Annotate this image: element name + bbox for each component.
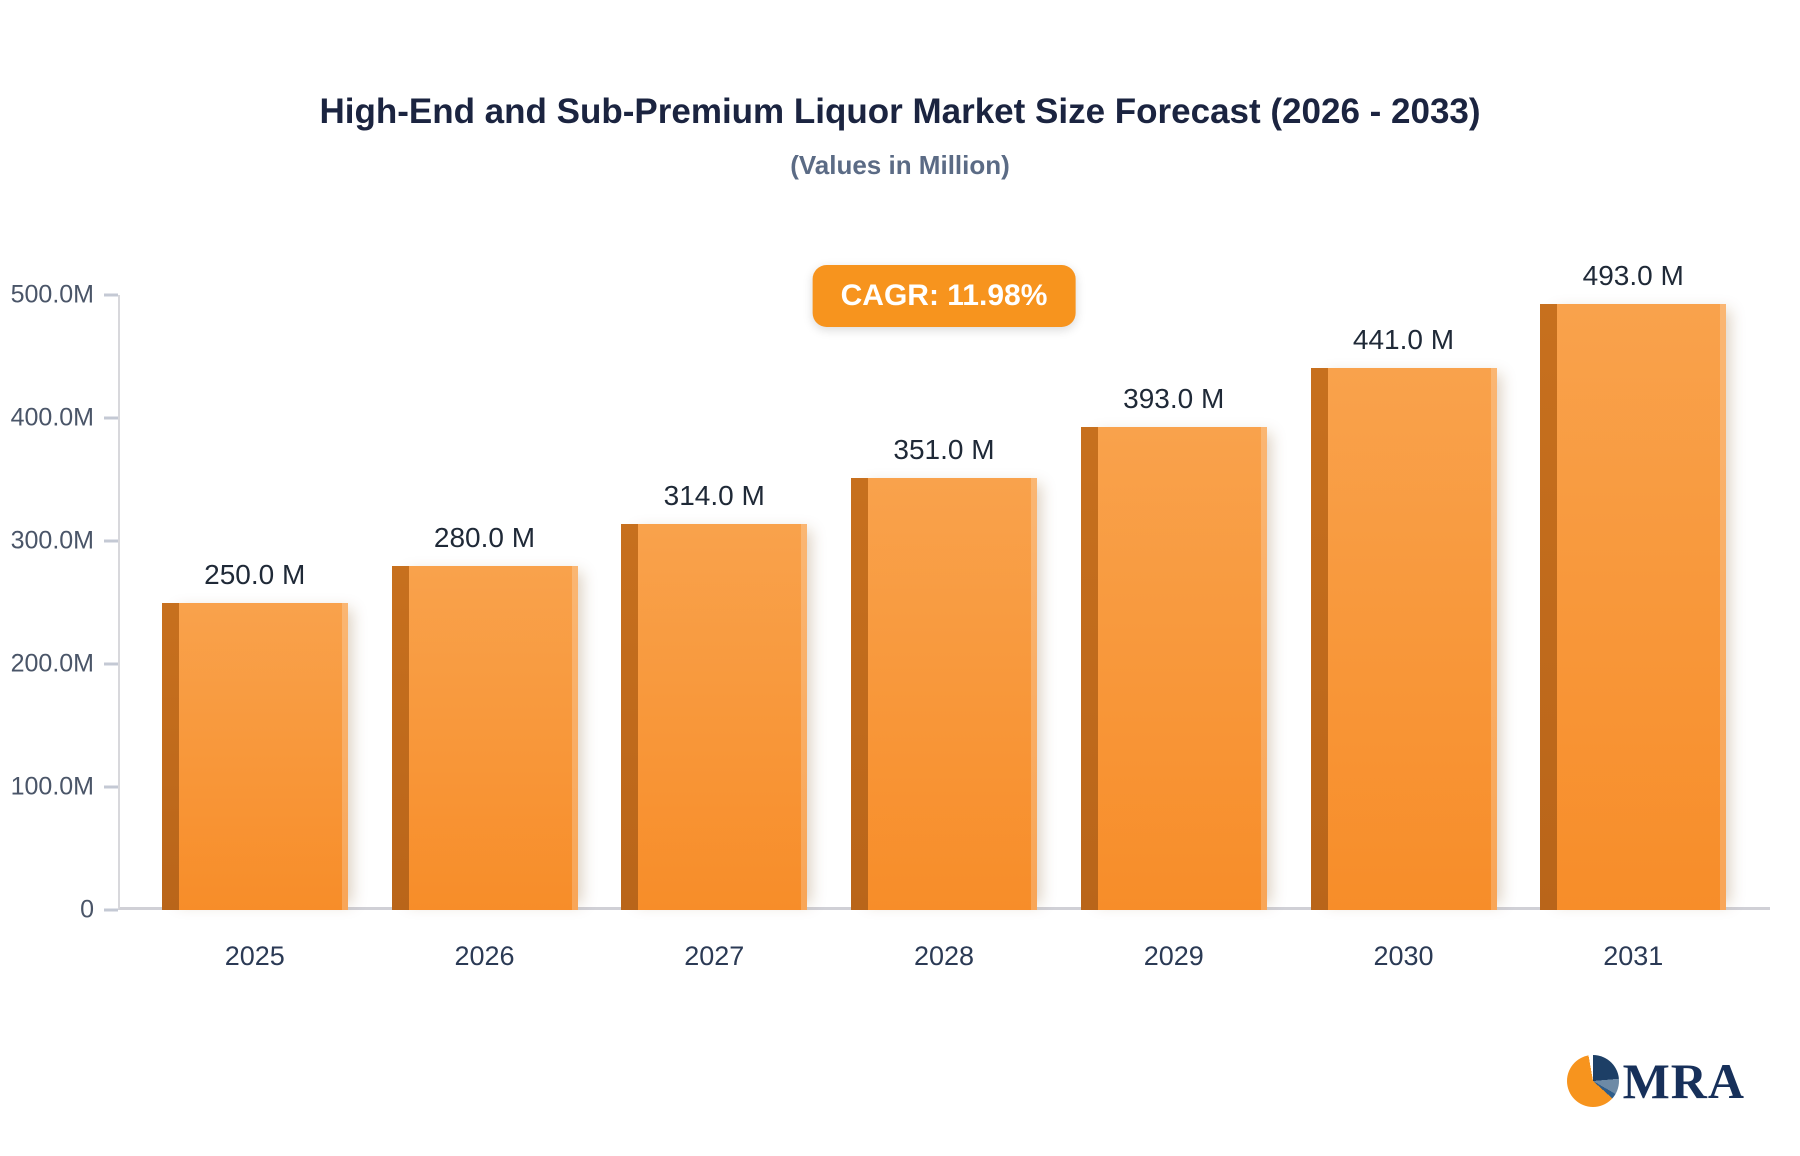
x-axis-label: 2029 xyxy=(1143,941,1204,971)
y-tick: 400.0M xyxy=(11,404,118,433)
y-tick-label: 100.0M xyxy=(10,772,94,801)
bar xyxy=(1080,426,1267,911)
bar-group: 314.0 M 2027 xyxy=(621,480,808,971)
bar xyxy=(161,602,348,910)
bar-value-label: 314.0 M xyxy=(663,479,765,511)
y-tick-label: 0 xyxy=(80,895,94,924)
y-tick: 200.0M xyxy=(11,650,118,679)
y-tick-label: 400.0M xyxy=(10,403,94,432)
y-tick-label: 500.0M xyxy=(10,280,94,309)
bar-value-label: 493.0 M xyxy=(1582,259,1684,291)
bar-group: 441.0 M 2030 xyxy=(1310,324,1497,971)
pie-chart-icon xyxy=(1566,1055,1619,1107)
x-axis-label: 2026 xyxy=(454,941,515,971)
logo: MRA xyxy=(1566,1052,1745,1110)
bar-group: 493.0 M 2031 xyxy=(1540,260,1727,971)
bar xyxy=(1540,303,1727,911)
y-tick: 100.0M xyxy=(11,773,118,802)
y-tick-mark xyxy=(104,416,118,420)
y-tick-label: 200.0M xyxy=(10,649,94,678)
x-axis-label: 2025 xyxy=(224,941,285,971)
bar xyxy=(621,523,808,911)
x-axis-label: 2027 xyxy=(684,941,745,971)
bar xyxy=(851,478,1037,910)
y-tick-mark xyxy=(104,293,118,297)
bar xyxy=(391,565,578,911)
y-tick-label: 300.0M xyxy=(10,526,94,555)
y-tick-mark xyxy=(104,662,118,666)
chart-title: High-End and Sub-Premium Liquor Market S… xyxy=(319,92,1481,131)
bar-value-label: 280.0 M xyxy=(433,521,536,553)
y-tick-mark xyxy=(104,908,118,912)
bar xyxy=(1310,367,1497,911)
bar-group: 393.0 M 2029 xyxy=(1080,383,1267,971)
logo-text: MRA xyxy=(1622,1053,1745,1109)
x-axis-label: 2031 xyxy=(1603,941,1664,971)
y-tick: 0 xyxy=(80,896,118,925)
x-axis-label: 2028 xyxy=(913,941,975,971)
bar-value-label: 351.0 M xyxy=(893,434,995,466)
y-tick: 300.0M xyxy=(11,527,118,556)
bar-value-label: 393.0 M xyxy=(1123,382,1225,414)
bar-group: 250.0 M 2025 xyxy=(161,559,348,971)
cagr-badge: CAGR: 11.98% xyxy=(812,265,1076,327)
bar-value-label: 250.0 M xyxy=(204,558,306,590)
chart-area: CAGR: 11.98% 0 100.0M 200.0M 300.0M 400.0M 50… xyxy=(0,260,1800,971)
bars: 250.0 M 2025 280.0 M 2026 314.0 M 2027 351.0 M… xyxy=(118,260,1770,971)
bar-value-label: 441.0 M xyxy=(1352,323,1455,355)
bar-group: 280.0 M 2026 xyxy=(391,522,578,971)
y-axis: 0 100.0M 200.0M 300.0M 400.0M 500.0M xyxy=(0,281,118,924)
x-axis-label: 2030 xyxy=(1373,941,1434,971)
bar-group: 351.0 M 2028 xyxy=(851,434,1037,971)
chart-subtitle: (Values in Million) xyxy=(790,150,1010,180)
y-tick-mark xyxy=(104,539,118,543)
y-tick: 500.0M xyxy=(11,281,118,310)
y-tick-mark xyxy=(104,785,118,789)
